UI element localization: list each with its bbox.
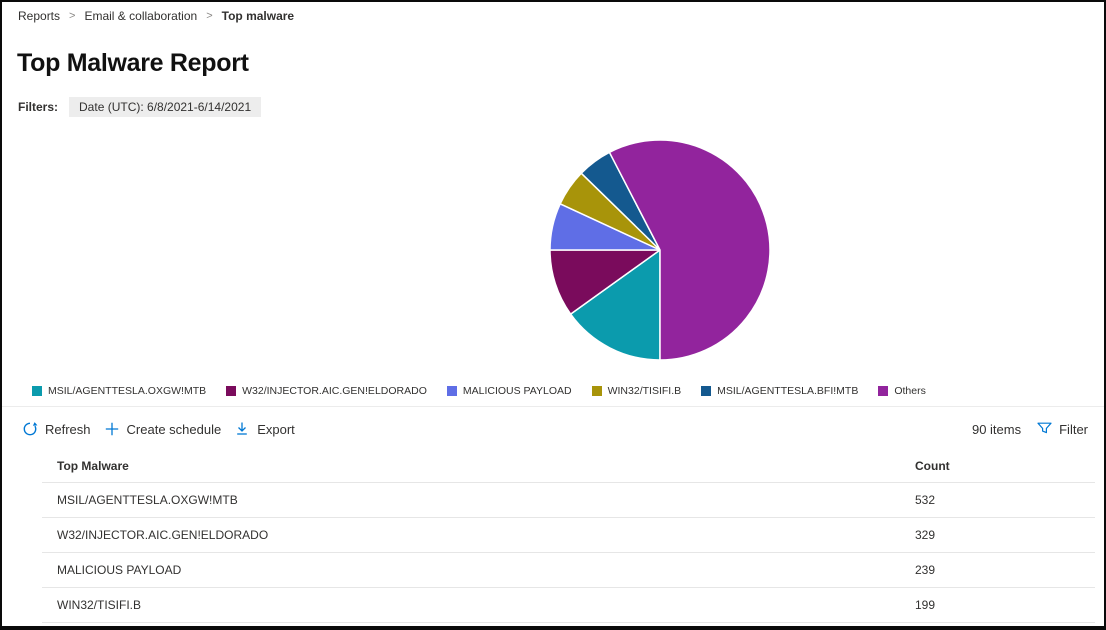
chevron-right-icon: >: [206, 10, 213, 22]
legend-swatch: [591, 386, 602, 396]
column-header-count: Count: [915, 459, 950, 473]
legend-item: MALICIOUS PAYLOAD: [446, 385, 572, 397]
legend-item: W32/INJECTOR.AIC.GEN!ELDORADO: [226, 385, 427, 397]
legend-item: MSIL/AGENTTESLA.BFI!MTB: [701, 385, 858, 397]
table-header: Top Malware Count: [42, 450, 1095, 483]
legend-swatch: [878, 386, 889, 396]
malware-count: 532: [915, 493, 936, 507]
malware-name: W32/INJECTOR.AIC.GEN!ELDORADO: [57, 528, 269, 542]
pie-slice[interactable]: [569, 249, 661, 361]
download-icon: [234, 421, 250, 437]
date-filter-chip[interactable]: Date (UTC): 6/8/2021-6/14/2021: [69, 97, 262, 117]
toolbar-divider: [2, 406, 1104, 407]
create-schedule-label: Create schedule: [126, 421, 222, 437]
pie-slice[interactable]: [608, 139, 771, 361]
export-button[interactable]: Export: [234, 421, 295, 437]
malware-name: MSIL/AGENTTESLA.OXGW!MTB: [57, 493, 238, 507]
malware-count: 199: [915, 598, 936, 612]
legend-label: Others: [894, 385, 926, 397]
legend-label: W32/INJECTOR.AIC.GEN!ELDORADO: [242, 385, 427, 397]
create-schedule-button[interactable]: Create schedule: [104, 421, 222, 437]
legend-label: MALICIOUS PAYLOAD: [462, 385, 572, 397]
legend-swatch: [701, 386, 712, 396]
filter-funnel-icon: [1036, 420, 1053, 439]
legend-label: WIN32/TISIFI.B: [607, 385, 682, 397]
table-row[interactable]: WIN32/TISIFI.B 199: [42, 588, 1095, 623]
plus-icon: [104, 421, 120, 437]
malware-name: MALICIOUS PAYLOAD: [57, 563, 182, 577]
legend-swatch: [32, 386, 42, 396]
breadcrumb-reports[interactable]: Reports: [18, 9, 61, 23]
filters-bar: Filters: Date (UTC): 6/8/2021-6/14/2021: [18, 97, 262, 117]
page-title: Top Malware Report: [17, 49, 249, 77]
column-header-top-malware: Top Malware: [57, 459, 129, 473]
legend-label: MSIL/AGENTTESLA.OXGW!MTB: [48, 385, 207, 397]
breadcrumb-top-malware: Top malware: [221, 9, 295, 23]
malware-name: WIN32/TISIFI.B: [57, 598, 142, 612]
table-row[interactable]: W32/INJECTOR.AIC.GEN!ELDORADO 329: [42, 518, 1095, 553]
malware-count: 329: [915, 528, 936, 542]
legend-item: Others: [878, 385, 926, 397]
legend-item: MSIL/AGENTTESLA.OXGW!MTB: [32, 385, 206, 397]
refresh-button[interactable]: Refresh: [22, 421, 91, 437]
export-label: Export: [257, 421, 295, 437]
filter-button[interactable]: Filter: [1036, 420, 1088, 439]
table-row[interactable]: MSIL/AGENTTESLA.OXGW!MTB 532: [42, 483, 1095, 518]
table-row[interactable]: MALICIOUS PAYLOAD 239: [42, 553, 1095, 588]
breadcrumb-email-collaboration[interactable]: Email & collaboration: [84, 9, 198, 23]
chart-legend: MSIL/AGENTTESLA.OXGW!MTB W32/INJECTOR.AI…: [32, 385, 1094, 397]
legend-swatch: [446, 386, 457, 396]
refresh-icon: [22, 421, 38, 437]
pie-chart[interactable]: [546, 136, 774, 364]
legend-label: MSIL/AGENTTESLA.BFI!MTB: [717, 385, 859, 397]
legend-item: WIN32/TISIFI.B: [591, 385, 682, 397]
malware-table: Top Malware Count MSIL/AGENTTESLA.OXGW!M…: [42, 450, 1095, 623]
items-count: 90 items: [971, 421, 1022, 437]
breadcrumb: Reports > Email & collaboration > Top ma…: [18, 9, 294, 23]
filters-label: Filters:: [18, 100, 59, 114]
toolbar: Refresh Create schedule Export 90 items …: [22, 415, 1088, 443]
pie-chart-container: [546, 136, 774, 364]
legend-swatch: [226, 386, 237, 396]
chevron-right-icon: >: [69, 10, 76, 22]
refresh-label: Refresh: [45, 421, 91, 437]
filter-label: Filter: [1059, 421, 1088, 437]
malware-count: 239: [915, 563, 936, 577]
